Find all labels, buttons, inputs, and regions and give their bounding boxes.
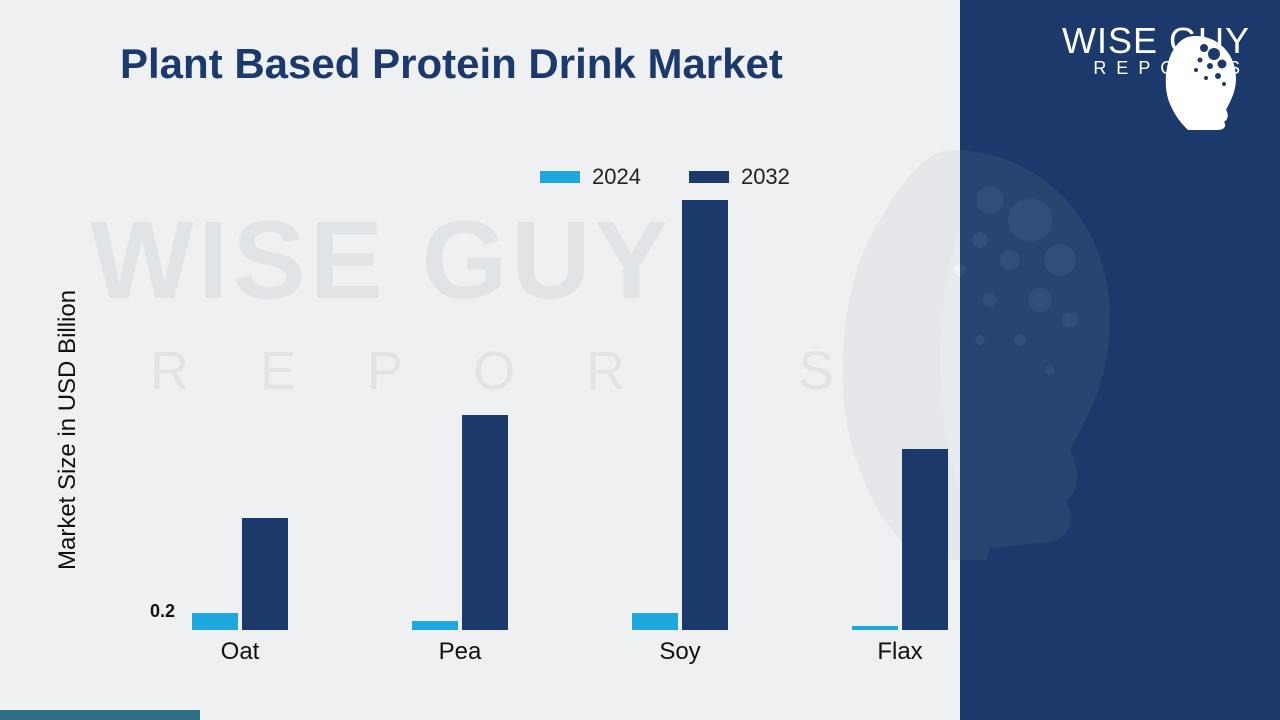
- bar-2032: [682, 200, 728, 630]
- bar-group: [180, 518, 300, 630]
- data-marker-label: 0.2: [150, 601, 175, 622]
- bar-2024: [412, 621, 458, 630]
- bar-2024: [632, 613, 678, 630]
- accent-strip: [0, 710, 200, 720]
- x-axis-labels: OatPeaSoyFlax: [140, 638, 940, 668]
- bar-2032: [462, 415, 508, 630]
- y-axis-label: Market Size in USD Billion: [54, 290, 82, 570]
- chart-title: Plant Based Protein Drink Market: [120, 40, 783, 88]
- legend-item-2024: 2024: [540, 164, 641, 190]
- legend-swatch-2024: [540, 171, 580, 183]
- legend-swatch-2032: [689, 171, 729, 183]
- legend-item-2032: 2032: [689, 164, 790, 190]
- bar-group: [400, 415, 520, 630]
- bar-group: [620, 200, 740, 630]
- x-tick-label: Oat: [180, 638, 300, 666]
- plot-area: 0.2: [140, 200, 940, 630]
- chart-legend: 2024 2032: [540, 164, 790, 190]
- legend-label-2024: 2024: [592, 164, 641, 190]
- bar-2024: [192, 613, 238, 630]
- chart-canvas: WISE GUY R E P O R T S Plant Based Prote…: [0, 0, 1280, 720]
- logo-head-icon: [1156, 34, 1244, 130]
- bar-2032: [242, 518, 288, 630]
- bar-group: [840, 449, 960, 630]
- bar-2032: [902, 449, 948, 630]
- bar-2024: [852, 626, 898, 630]
- x-tick-label: Flax: [840, 638, 960, 666]
- legend-label-2032: 2032: [741, 164, 790, 190]
- x-tick-label: Soy: [620, 638, 740, 666]
- x-tick-label: Pea: [400, 638, 520, 666]
- brand-logo: WISE GUY REPORTS: [1062, 20, 1250, 79]
